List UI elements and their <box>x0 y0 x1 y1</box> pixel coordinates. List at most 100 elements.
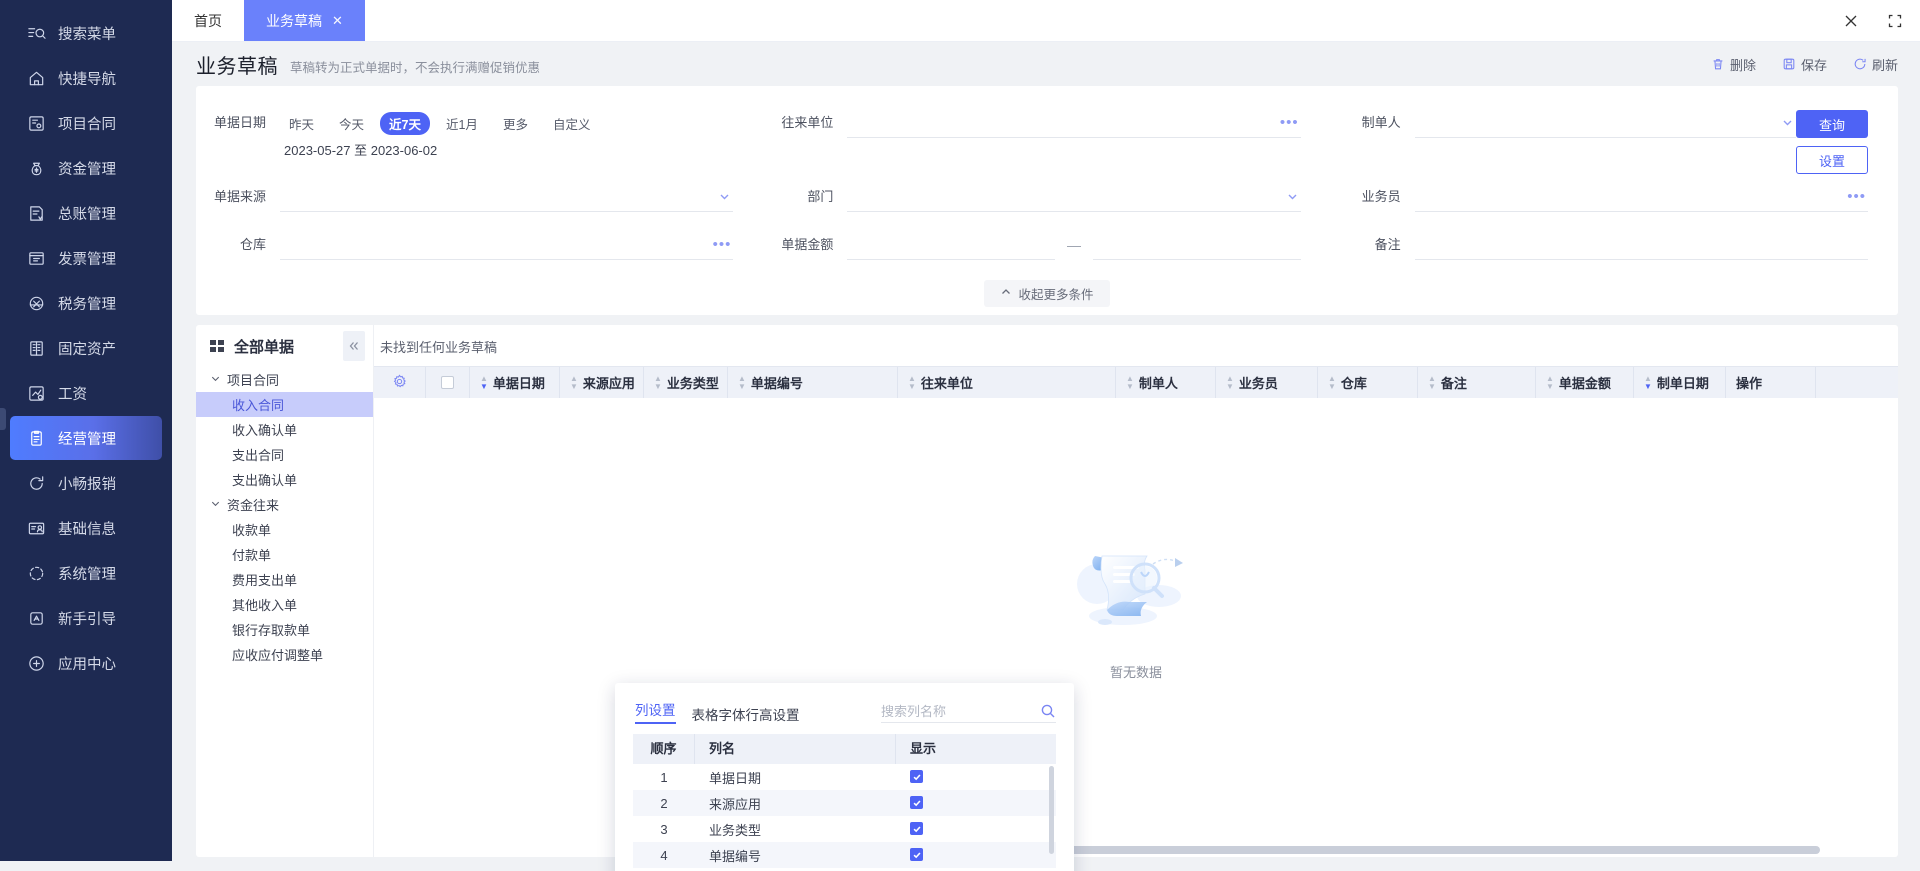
sidebar-item-1[interactable]: 快捷导航 <box>10 56 162 100</box>
table-header-cell-13[interactable]: 操作 <box>1726 367 1816 398</box>
column-search-input[interactable] <box>881 700 1040 722</box>
sidebar-item-8[interactable]: 工资 <box>10 371 162 415</box>
table-header-cell-9[interactable]: ▲ ▼ 仓库 <box>1318 367 1418 398</box>
tree-item-0-0[interactable]: 收入合同 <box>196 392 373 417</box>
table-header-cell-7[interactable]: ▲ ▼ 制单人 <box>1116 367 1216 398</box>
sort-icon[interactable]: ▲ ▼ <box>1328 374 1336 391</box>
table-header-cell-1[interactable] <box>426 367 470 398</box>
table-header-cell-2[interactable]: ▲ ▼ 单据日期 <box>470 367 560 398</box>
tab-1[interactable]: 业务草稿 ✕ <box>244 0 365 41</box>
column-row[interactable]: 4 单据编号 <box>633 842 1056 868</box>
maximize-icon[interactable] <box>1884 10 1906 32</box>
date-chip-1[interactable]: 今天 <box>339 117 365 132</box>
table-header-cell-4[interactable]: ▲ ▼ 业务类型 <box>644 367 728 398</box>
table-header-cell-11[interactable]: ▲ ▼ 单据金额 <box>1536 367 1634 398</box>
warehouse-input[interactable]: ••• <box>280 230 734 260</box>
tree-item-1-2[interactable]: 费用支出单 <box>232 573 298 588</box>
chevron-down-icon[interactable] <box>718 190 731 203</box>
dialog-scrollbar-thumb[interactable] <box>1049 766 1054 854</box>
amount-from-input[interactable] <box>847 230 1055 260</box>
sidebar-item-2[interactable]: 项目合同 <box>10 101 162 145</box>
tab-0[interactable]: 首页 <box>172 0 244 41</box>
sidebar-resize-handle[interactable] <box>0 408 6 430</box>
chevron-down-icon[interactable] <box>1781 116 1794 129</box>
department-select[interactable] <box>847 182 1301 212</box>
tree-item-0-3[interactable]: 支出确认单 <box>232 473 298 488</box>
ellipsis-icon[interactable]: ••• <box>1847 187 1866 205</box>
date-chip-3[interactable]: 近1月 <box>445 117 478 132</box>
sidebar-item-6[interactable]: 税务管理 <box>10 281 162 325</box>
sort-icon[interactable]: ▲ ▼ <box>1546 374 1554 391</box>
sort-icon[interactable]: ▲ ▼ <box>654 374 662 391</box>
sidebar-item-11[interactable]: 基础信息 <box>10 506 162 550</box>
tree-item-1-1[interactable]: 付款单 <box>232 548 272 563</box>
column-row[interactable]: 3 业务类型 <box>633 816 1056 842</box>
tree-item-1-3[interactable]: 其他收入单 <box>232 598 298 613</box>
tree-group-1[interactable]: 资金往来 <box>196 492 373 517</box>
date-chip-0[interactable]: 昨天 <box>289 117 315 132</box>
page-action-1[interactable]: 保存 <box>1782 55 1827 74</box>
date-chip-4[interactable]: 更多 <box>502 117 528 132</box>
page-action-0[interactable]: 删除 <box>1711 55 1756 74</box>
dialog-tab-0[interactable]: 列设置 <box>635 699 676 724</box>
column-visible-checkbox[interactable] <box>910 822 923 835</box>
column-row[interactable]: 1 单据日期 <box>633 764 1056 790</box>
tree-item-1-0[interactable]: 收款单 <box>232 523 272 538</box>
search-icon[interactable] <box>1040 703 1056 719</box>
column-search[interactable] <box>881 700 1056 723</box>
horizontal-scrollbar[interactable] <box>552 843 1898 857</box>
dialog-tab-1[interactable]: 表格字体行高设置 <box>691 708 800 723</box>
sort-icon[interactable]: ▲ ▼ <box>738 374 746 391</box>
amount-to-input[interactable] <box>1093 230 1301 260</box>
sort-icon[interactable]: ▲ ▼ <box>1126 374 1134 391</box>
table-header-cell-10[interactable]: ▲ ▼ 备注 <box>1418 367 1536 398</box>
query-button[interactable]: 查询 <box>1795 110 1868 138</box>
chevron-down-icon[interactable] <box>1286 190 1299 203</box>
sidebar-item-13[interactable]: 新手引导 <box>10 596 162 640</box>
tab-close-icon[interactable]: ✕ <box>332 12 343 28</box>
sidebar-item-0[interactable]: 搜索菜单 <box>10 11 162 55</box>
table-header-cell-0[interactable] <box>374 367 426 398</box>
ellipsis-icon[interactable]: ••• <box>1279 113 1299 131</box>
sidebar-item-10[interactable]: 小畅报销 <box>10 461 162 505</box>
tree-group-0[interactable]: 项目合同 <box>196 367 373 392</box>
table-header-cell-12[interactable]: ▲ ▼ 制单日期 <box>1634 367 1726 398</box>
settings-button[interactable]: 设置 <box>1795 146 1868 174</box>
sort-icon[interactable]: ▲ ▼ <box>908 374 916 391</box>
sidebar-item-5[interactable]: 发票管理 <box>10 236 162 280</box>
column-visible-checkbox[interactable] <box>910 848 923 861</box>
tree-item-0-1[interactable]: 收入确认单 <box>232 423 298 438</box>
sidebar-item-14[interactable]: 应用中心 <box>10 641 162 685</box>
sidebar-item-9[interactable]: 经营管理 <box>10 416 162 460</box>
partner-input[interactable]: ••• <box>847 108 1301 138</box>
close-icon[interactable] <box>1840 10 1862 32</box>
collapse-filters-button[interactable]: 收起更多条件 <box>984 280 1110 307</box>
sort-icon[interactable]: ▲ ▼ <box>570 374 578 391</box>
gear-icon[interactable] <box>392 374 407 392</box>
double-chevron-left-icon[interactable] <box>343 331 365 361</box>
table-header-cell-5[interactable]: ▲ ▼ 单据编号 <box>728 367 898 398</box>
sort-icon[interactable]: ▲ ▼ <box>1428 374 1436 391</box>
creator-input[interactable] <box>1414 108 1796 138</box>
sort-icon[interactable]: ▲ ▼ <box>1226 374 1234 391</box>
column-row[interactable]: 2 来源应用 <box>633 790 1056 816</box>
column-visible-checkbox[interactable] <box>910 796 923 809</box>
salesperson-input[interactable]: ••• <box>1414 182 1868 212</box>
table-header-cell-8[interactable]: ▲ ▼ 业务员 <box>1216 367 1318 398</box>
scrollbar-thumb[interactable] <box>650 846 1820 854</box>
remark-input[interactable] <box>1414 230 1868 260</box>
source-select[interactable] <box>280 182 734 212</box>
select-all-checkbox[interactable] <box>441 376 454 389</box>
table-header-cell-3[interactable]: ▲ ▼ 来源应用 <box>560 367 644 398</box>
column-visible-checkbox[interactable] <box>910 770 923 783</box>
sort-icon[interactable]: ▲ ▼ <box>1644 374 1652 391</box>
sidebar-item-3[interactable]: 资金管理 <box>10 146 162 190</box>
sidebar-item-7[interactable]: 固定资产 <box>10 326 162 370</box>
date-chip-5[interactable]: 自定义 <box>552 117 591 132</box>
table-header-cell-6[interactable]: ▲ ▼ 往来单位 <box>898 367 1116 398</box>
tree-item-0-2[interactable]: 支出合同 <box>232 448 285 463</box>
sidebar-item-4[interactable]: 总账管理 <box>10 191 162 235</box>
date-chip-2[interactable]: 近7天 <box>380 111 430 135</box>
page-action-2[interactable]: 刷新 <box>1853 55 1898 74</box>
tree-item-1-5[interactable]: 应收应付调整单 <box>232 648 324 663</box>
